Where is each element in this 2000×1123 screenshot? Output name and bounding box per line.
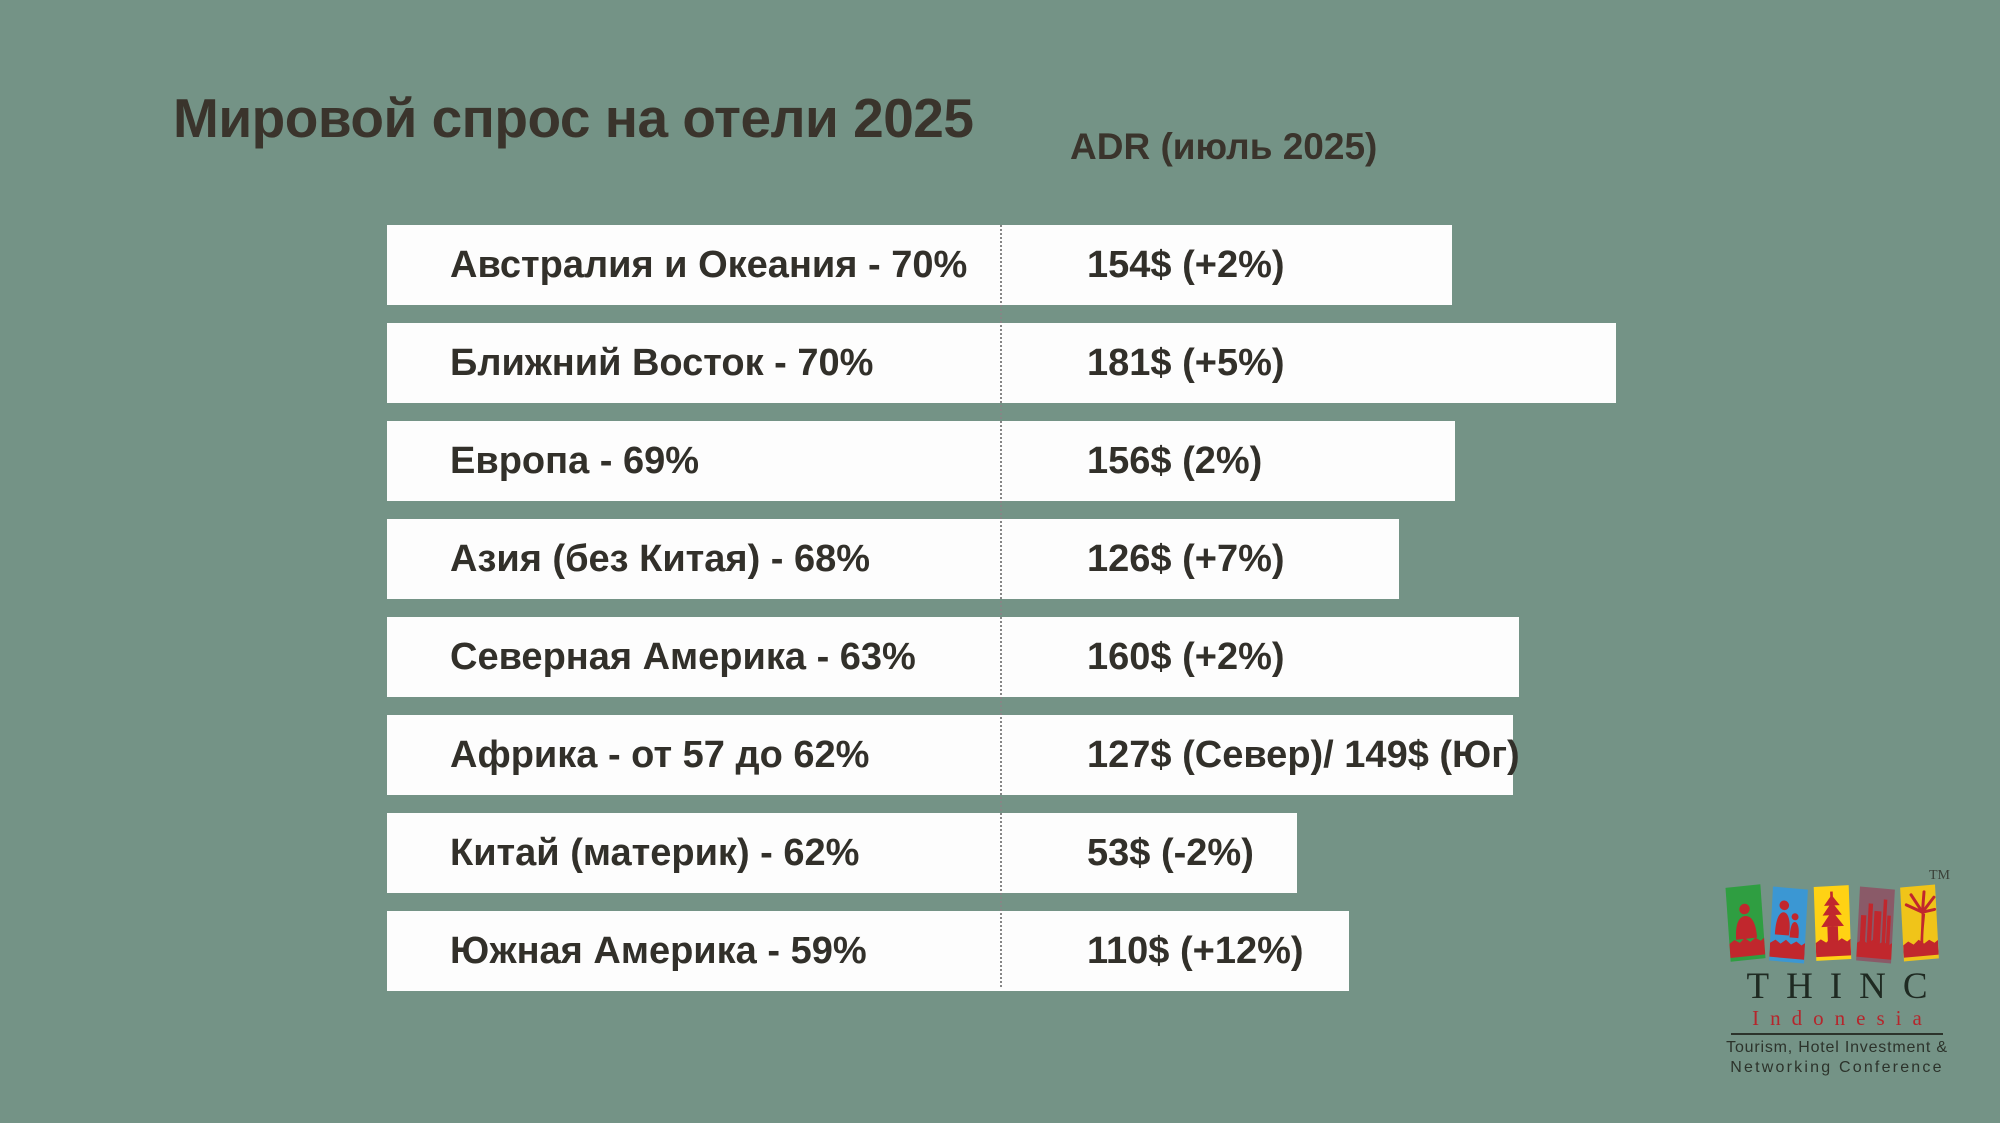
- buddha-icon: [1725, 884, 1766, 962]
- logo-divider-line: [1731, 1033, 1943, 1035]
- region-label: Китай (материк) - 62%: [450, 831, 860, 874]
- column-divider-dotted-line: [1000, 225, 1002, 987]
- adr-value: 156$ (2%): [1087, 439, 1263, 482]
- adr-value: 126$ (+7%): [1087, 537, 1285, 580]
- bar-row-asia-ex-china: Азия (без Китая) - 68% 126$ (+7%): [387, 519, 1399, 599]
- trademark-symbol: TM: [1929, 868, 1950, 883]
- logo-wordmark: THINC: [1746, 966, 1945, 1007]
- bar-row-europe: Европа - 69% 156$ (2%): [387, 421, 1455, 501]
- adr-value: 127$ (Север)/ 149$ (Юг): [1087, 733, 1520, 776]
- palm-tree-icon: [1899, 884, 1939, 962]
- adr-value: 53$ (-2%): [1087, 831, 1254, 874]
- bar-row-south-america: Южная Америка - 59% 110$ (+12%): [387, 911, 1349, 991]
- region-label: Африка - от 57 до 62%: [450, 733, 870, 776]
- logo-country: Indonesia: [1752, 1006, 1933, 1030]
- pagoda-icon: [1813, 885, 1852, 961]
- logo-panels: [1725, 884, 1962, 964]
- region-label: Азия (без Китая) - 68%: [450, 537, 871, 580]
- adr-value: 181$ (+5%): [1087, 341, 1285, 384]
- adr-value: 154$ (+2%): [1087, 243, 1285, 286]
- region-label: Европа - 69%: [450, 439, 700, 482]
- skyline-icon: [1856, 886, 1896, 964]
- logo-tagline-line2: Networking Conference: [1730, 1059, 1944, 1076]
- region-label: Австралия и Океания - 70%: [450, 243, 968, 286]
- region-label: Ближний Восток - 70%: [450, 341, 874, 384]
- adr-value: 160$ (+2%): [1087, 635, 1285, 678]
- bar-row-africa: Африка - от 57 до 62% 127$ (Север)/ 149$…: [387, 715, 1520, 795]
- region-label: Южная Америка - 59%: [450, 929, 867, 972]
- bar-row-north-america: Северная Америка - 63% 160$ (+2%): [387, 617, 1519, 697]
- region-label: Северная Америка - 63%: [450, 635, 916, 678]
- adr-column-header: ADR (июль 2025): [1070, 126, 1378, 167]
- bar-row-china-mainland: Китай (материк) - 62% 53$ (-2%): [387, 813, 1297, 893]
- bar-row-australia-oceania: Австралия и Океания - 70% 154$ (+2%): [387, 225, 1452, 305]
- logo-tagline-line1: Tourism, Hotel Investment &: [1726, 1039, 1948, 1056]
- adr-value: 110$ (+12%): [1087, 929, 1304, 972]
- thinc-indonesia-logo: TM THINC Indonesia Tourism, Hotel Invest…: [1712, 860, 1962, 1078]
- people-icon: [1769, 886, 1809, 964]
- page-title: Мировой спрос на отели 2025: [173, 87, 974, 149]
